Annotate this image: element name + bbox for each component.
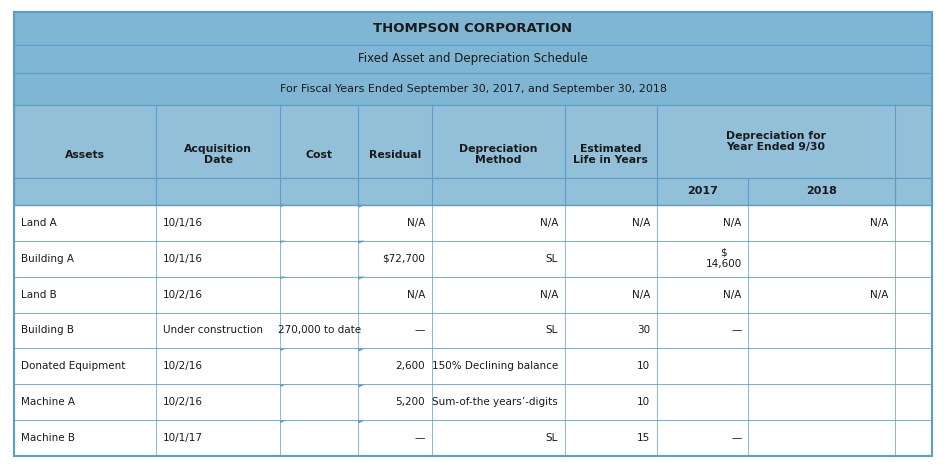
- Text: N/A: N/A: [407, 290, 425, 300]
- Text: 2018: 2018: [806, 186, 837, 196]
- Polygon shape: [359, 241, 365, 244]
- Text: Residual: Residual: [369, 150, 421, 160]
- Text: 150% Declining balance: 150% Declining balance: [432, 361, 558, 372]
- Text: $
14,600: $ 14,600: [706, 248, 742, 270]
- Bar: [14, 241, 932, 277]
- Text: Building A: Building A: [21, 254, 74, 263]
- Text: Acquisition
Date: Acquisition Date: [184, 144, 253, 166]
- Text: 10/1/16: 10/1/16: [163, 254, 203, 263]
- Text: —: —: [414, 433, 425, 443]
- Polygon shape: [359, 384, 365, 388]
- Text: Land A: Land A: [21, 218, 57, 227]
- Polygon shape: [280, 384, 286, 387]
- Polygon shape: [359, 205, 365, 208]
- Bar: [14, 73, 932, 105]
- Bar: [14, 105, 932, 178]
- Text: 270,000 to date: 270,000 to date: [278, 325, 360, 336]
- Text: Fixed Asset and Depreciation Schedule: Fixed Asset and Depreciation Schedule: [359, 52, 587, 66]
- Text: Estimated
Life in Years: Estimated Life in Years: [573, 144, 648, 166]
- Text: N/A: N/A: [632, 290, 650, 300]
- Text: Sum-of-the years’-digits: Sum-of-the years’-digits: [432, 397, 558, 407]
- Text: 10/1/17: 10/1/17: [163, 433, 203, 443]
- Polygon shape: [280, 349, 286, 351]
- Text: —: —: [731, 433, 742, 443]
- Text: N/A: N/A: [540, 290, 558, 300]
- Text: 2,600: 2,600: [395, 361, 425, 372]
- Text: 10: 10: [637, 397, 650, 407]
- Bar: [14, 384, 932, 420]
- Text: Assets: Assets: [65, 150, 105, 160]
- Polygon shape: [280, 205, 286, 207]
- Polygon shape: [280, 241, 286, 243]
- Text: N/A: N/A: [540, 218, 558, 227]
- Text: SL: SL: [546, 254, 558, 263]
- Text: N/A: N/A: [870, 218, 888, 227]
- Bar: [14, 277, 932, 313]
- Text: Depreciation for
Year Ended 9/30: Depreciation for Year Ended 9/30: [726, 131, 826, 152]
- Text: N/A: N/A: [724, 290, 742, 300]
- Polygon shape: [280, 277, 286, 279]
- Bar: [14, 12, 932, 45]
- Bar: [14, 349, 932, 384]
- Text: 30: 30: [637, 325, 650, 336]
- Text: Building B: Building B: [21, 325, 74, 336]
- Text: 15: 15: [637, 433, 650, 443]
- Text: 10: 10: [637, 361, 650, 372]
- Text: N/A: N/A: [724, 218, 742, 227]
- Bar: [14, 205, 932, 241]
- Text: 10/2/16: 10/2/16: [163, 361, 203, 372]
- Bar: [14, 178, 932, 205]
- Text: Cost: Cost: [306, 150, 333, 160]
- Text: Donated Equipment: Donated Equipment: [21, 361, 125, 372]
- Text: SL: SL: [546, 433, 558, 443]
- Bar: [14, 420, 932, 456]
- Text: THOMPSON CORPORATION: THOMPSON CORPORATION: [374, 22, 572, 35]
- Text: Machine B: Machine B: [21, 433, 75, 443]
- Polygon shape: [359, 420, 365, 424]
- Polygon shape: [280, 420, 286, 423]
- Text: 10/1/16: 10/1/16: [163, 218, 203, 227]
- Text: $72,700: $72,700: [382, 254, 425, 263]
- Text: —: —: [731, 325, 742, 336]
- Text: —: —: [414, 325, 425, 336]
- Text: N/A: N/A: [632, 218, 650, 227]
- Text: Depreciation
Method: Depreciation Method: [459, 144, 537, 166]
- Bar: [14, 45, 932, 73]
- Bar: [14, 313, 932, 349]
- Text: SL: SL: [546, 325, 558, 336]
- Text: 10/2/16: 10/2/16: [163, 397, 203, 407]
- Text: 10/2/16: 10/2/16: [163, 290, 203, 300]
- Text: N/A: N/A: [870, 290, 888, 300]
- Text: Under construction: Under construction: [163, 325, 263, 336]
- Text: 2017: 2017: [687, 186, 718, 196]
- Text: Machine A: Machine A: [21, 397, 75, 407]
- Text: Land B: Land B: [21, 290, 57, 300]
- Polygon shape: [359, 349, 365, 352]
- Text: For Fiscal Years Ended September 30, 2017, and September 30, 2018: For Fiscal Years Ended September 30, 201…: [279, 84, 667, 94]
- Text: 5,200: 5,200: [395, 397, 425, 407]
- Text: N/A: N/A: [407, 218, 425, 227]
- Polygon shape: [359, 277, 365, 280]
